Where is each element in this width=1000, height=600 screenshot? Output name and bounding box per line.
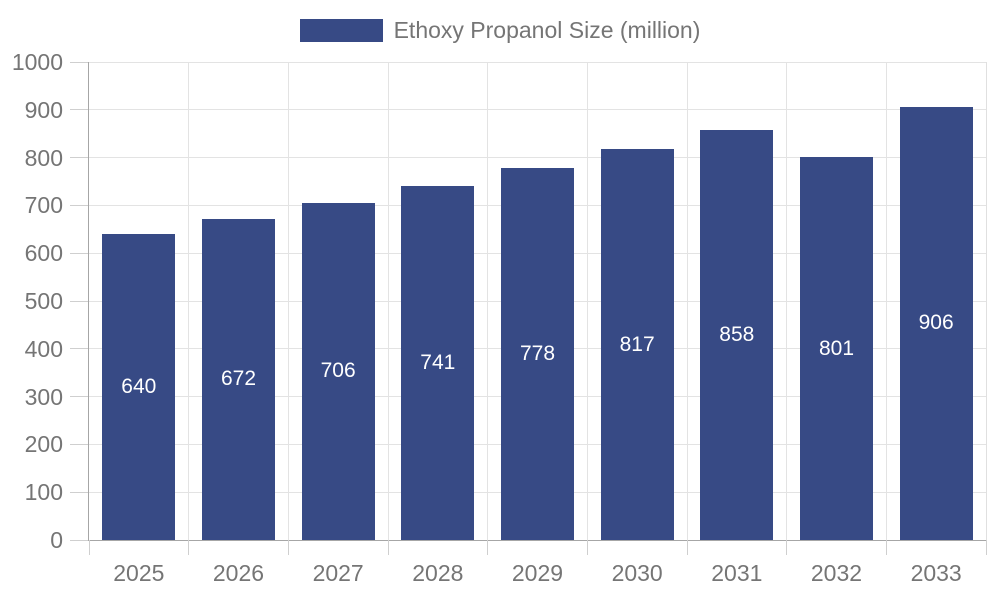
gridline-vertical <box>188 62 190 540</box>
gridline-vertical <box>487 62 489 540</box>
x-axis-tick <box>985 540 987 555</box>
x-axis-tick <box>188 540 190 555</box>
y-axis-tick <box>70 539 88 541</box>
x-axis-tick <box>786 540 788 555</box>
bar-value-label: 858 <box>719 322 755 346</box>
x-axis-tick <box>487 540 489 555</box>
y-axis-label: 400 <box>24 335 63 362</box>
y-axis-label: 300 <box>24 383 63 410</box>
y-axis-tick <box>70 252 88 254</box>
y-axis-tick <box>70 300 88 302</box>
bar-2030: 817 <box>600 149 674 540</box>
bar-2031: 858 <box>700 129 774 540</box>
y-axis-tick <box>70 61 88 63</box>
bar-value-label: 906 <box>918 311 954 335</box>
bar-value-label: 640 <box>121 375 157 399</box>
legend-item[interactable]: Ethoxy Propanol Size (million) <box>0 17 1000 44</box>
bar-2025: 640 <box>102 234 176 540</box>
bar-2026: 672 <box>202 218 275 540</box>
bar-value-label: 672 <box>220 367 257 391</box>
bar-2033: 906 <box>899 106 973 540</box>
y-axis-label: 600 <box>24 240 63 267</box>
gridline-vertical <box>586 62 588 540</box>
y-axis-tick <box>70 204 88 206</box>
bar-value-label: 801 <box>818 336 855 360</box>
y-axis-label: 1000 <box>11 49 63 75</box>
y-axis-tick <box>70 348 88 350</box>
y-axis-label: 800 <box>24 144 63 171</box>
y-axis-tick <box>70 491 88 493</box>
bar-value-label: 741 <box>420 350 456 374</box>
gridline-horizontal <box>89 61 986 63</box>
gridline-horizontal <box>89 109 986 111</box>
x-axis-tick <box>287 540 289 555</box>
legend-swatch-icon <box>299 19 383 42</box>
plot-area: 0 100 200 300 400 500 600 700 800 900 1000 640 2025 6… <box>12 49 987 586</box>
x-axis-tick <box>686 540 688 555</box>
x-axis-tick <box>885 540 887 555</box>
x-axis-label-2030: 2030 <box>611 560 663 586</box>
x-axis-label-2033: 2033 <box>910 560 962 586</box>
x-axis-tick <box>88 540 90 555</box>
gridline-vertical <box>287 62 289 540</box>
legend-label: Ethoxy Propanol Size (million) <box>393 17 701 43</box>
x-axis-label-2029: 2029 <box>511 560 564 586</box>
bar-value-label: 817 <box>619 332 655 356</box>
gridline-vertical <box>387 62 389 540</box>
y-axis-label: 500 <box>24 288 63 314</box>
y-axis-label: 700 <box>24 192 63 219</box>
bar-2028: 741 <box>401 185 475 540</box>
y-axis-label: 0 <box>50 527 63 553</box>
x-axis-label-2025: 2025 <box>113 560 165 586</box>
bar-value-label: 778 <box>519 342 556 366</box>
y-axis-tick <box>70 109 88 111</box>
bar-2029: 778 <box>501 168 574 540</box>
bar-2032: 801 <box>800 157 873 540</box>
bar-value-label: 706 <box>320 359 356 383</box>
gridline-vertical <box>686 62 688 540</box>
y-axis-tick <box>70 157 88 159</box>
gridline-vertical <box>786 62 788 540</box>
x-axis-label-2031: 2031 <box>711 560 763 586</box>
y-axis-label: 900 <box>24 96 63 123</box>
x-axis-tick <box>387 540 389 555</box>
y-axis-label: 200 <box>24 431 63 458</box>
y-axis-label: 100 <box>24 479 63 506</box>
y-axis-tick <box>70 396 88 398</box>
x-axis-label-2032: 2032 <box>810 560 863 586</box>
y-axis-tick <box>70 443 88 445</box>
gridline-horizontal <box>89 157 986 159</box>
x-axis-label-2028: 2028 <box>412 560 464 586</box>
bar-2027: 706 <box>301 202 375 540</box>
x-axis-label-2027: 2027 <box>312 560 364 586</box>
x-axis-tick <box>586 540 588 555</box>
gridline-vertical <box>885 62 887 540</box>
x-axis-label-2026: 2026 <box>212 560 265 586</box>
